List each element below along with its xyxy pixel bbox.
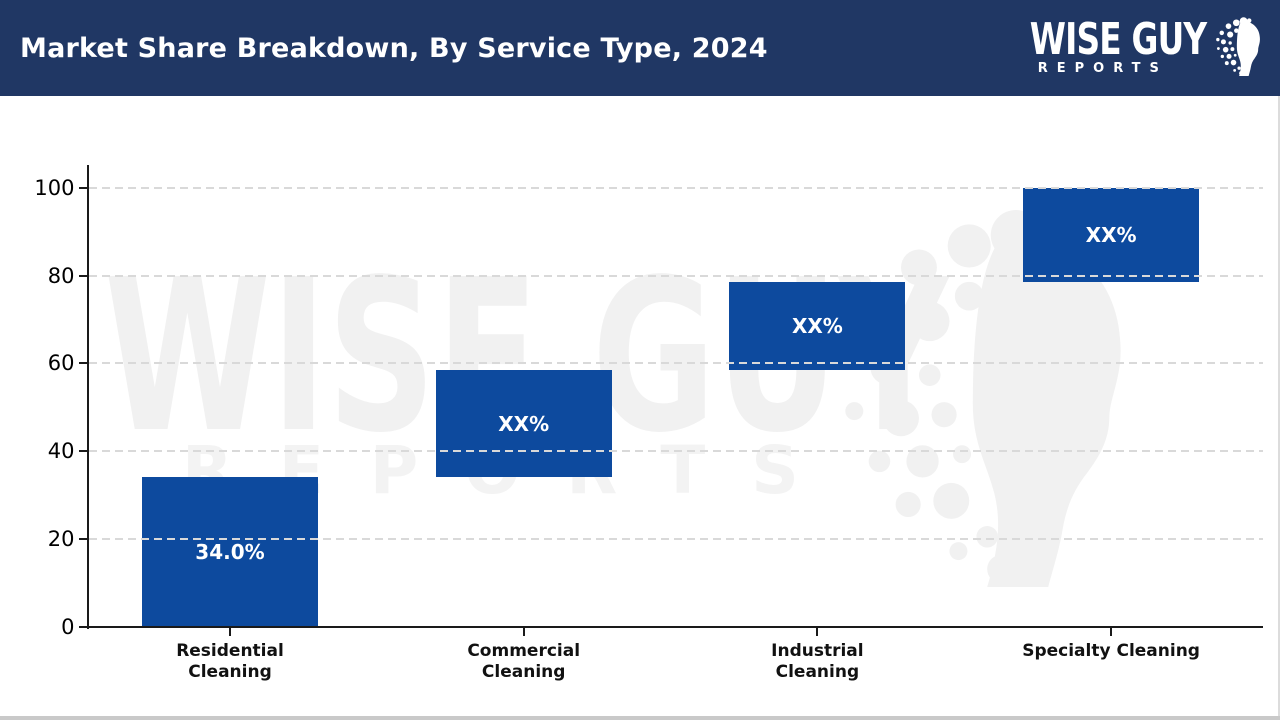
y-tick-mark	[78, 186, 87, 189]
bar-value-label: XX%	[1085, 222, 1137, 247]
x-category-label-line: Cleaning	[775, 661, 860, 682]
x-category-label-line: Cleaning	[481, 661, 566, 682]
x-category-label-line: Commercial	[467, 640, 581, 661]
y-tick-label: 40	[47, 439, 75, 463]
page-bottom-strip	[0, 716, 1280, 720]
x-axis	[86, 625, 1263, 628]
page-right-edge	[1278, 96, 1280, 716]
x-tick-mark	[1110, 628, 1113, 636]
bar-commercial-cleaning	[435, 369, 612, 478]
x-category-label: Industrial Cleaning	[707, 641, 927, 683]
bar-value-label: XX%	[498, 411, 550, 436]
y-axis	[86, 165, 89, 629]
y-tick-mark	[78, 274, 87, 277]
wise-guy-logo: WISE GUY REPORTS	[991, 11, 1280, 85]
page-title: Market Share Breakdown, By Service Type,…	[20, 32, 768, 64]
y-tick-label: 20	[47, 526, 75, 551]
x-category-label: Residential Cleaning	[120, 641, 340, 683]
x-category-label: Specialty Cleaning	[1001, 641, 1221, 662]
logo-wordmark-line2: REPORTS	[1037, 60, 1168, 76]
waterfall-chart: 0 20 40 60 80 100 34.0% Residential Cleaning XX% C…	[0, 96, 1280, 716]
y-tick-label: 80	[47, 263, 75, 288]
gridline-y80	[88, 274, 1263, 277]
y-tick-mark	[78, 362, 87, 365]
x-tick-mark	[522, 628, 525, 636]
bar-value-label: 34.0%	[195, 539, 265, 564]
y-tick-label: 60	[47, 351, 75, 376]
y-tick-label: 0	[61, 614, 75, 639]
x-category-label-line: Industrial	[771, 640, 864, 661]
x-category-label-line: Cleaning	[188, 661, 272, 682]
x-tick-mark	[229, 628, 231, 636]
bar-residential-cleaning	[142, 477, 318, 627]
gridline-y60	[88, 362, 1263, 365]
y-tick-mark	[78, 537, 87, 540]
logo-wordmark: WISE GUY REPORTS	[991, 14, 1206, 76]
gridline-y40	[88, 450, 1263, 452]
y-tick-label: 100	[34, 175, 75, 200]
gridline-y20	[88, 537, 1263, 540]
gridline-y100	[88, 186, 1263, 189]
x-category-label-line: Specialty Cleaning	[1022, 640, 1200, 661]
y-tick-mark	[78, 450, 87, 452]
wise-guy-face-icon	[1210, 11, 1266, 85]
bar-value-label: XX%	[791, 313, 843, 338]
x-tick-mark	[816, 628, 819, 636]
x-category-label-line: Residential	[176, 640, 284, 661]
x-category-label: Commercial Cleaning	[414, 641, 634, 683]
logo-wordmark-line1: WISE GUY	[1029, 14, 1206, 65]
y-tick-mark	[78, 625, 87, 628]
header-banner: Market Share Breakdown, By Service Type,…	[0, 0, 1280, 96]
